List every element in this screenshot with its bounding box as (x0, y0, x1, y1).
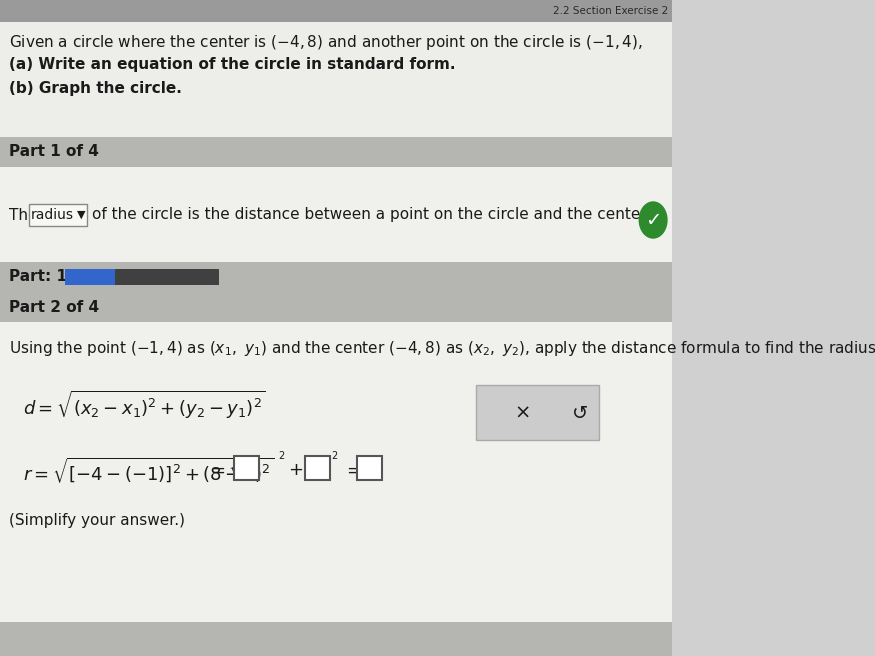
FancyBboxPatch shape (0, 137, 672, 167)
FancyBboxPatch shape (0, 22, 672, 137)
Circle shape (640, 202, 667, 238)
Text: of the circle is the distance between a point on the circle and the center.: of the circle is the distance between a … (92, 207, 650, 222)
FancyBboxPatch shape (357, 456, 382, 480)
Text: ▼: ▼ (77, 210, 86, 220)
FancyBboxPatch shape (0, 262, 672, 292)
Text: $= \sqrt{\ }$: $= \sqrt{\ }$ (207, 461, 254, 480)
Text: ↺: ↺ (572, 403, 588, 422)
FancyBboxPatch shape (234, 456, 259, 480)
Text: ✓: ✓ (645, 211, 662, 230)
Text: Part: 1 / 4: Part: 1 / 4 (10, 270, 94, 285)
Text: Part 1 of 4: Part 1 of 4 (10, 144, 99, 159)
Text: $^2$: $^2$ (278, 451, 285, 465)
Text: 2.2 Section Exercise 2: 2.2 Section Exercise 2 (553, 6, 668, 16)
Text: $r = \sqrt{[-4-(-1)]^2+(8-4)^2}$: $r = \sqrt{[-4-(-1)]^2+(8-4)^2}$ (23, 455, 275, 485)
FancyBboxPatch shape (0, 22, 672, 656)
FancyBboxPatch shape (0, 167, 672, 262)
Text: $^2$: $^2$ (331, 451, 339, 465)
Text: Given a circle where the center is $(-4, 8)$ and another point on the circle is : Given a circle where the center is $(-4,… (10, 33, 643, 52)
Text: Part 2 of 4: Part 2 of 4 (10, 300, 100, 314)
Text: (b) Graph the circle.: (b) Graph the circle. (10, 81, 182, 96)
Text: ×: × (514, 403, 530, 422)
FancyBboxPatch shape (29, 204, 87, 226)
FancyBboxPatch shape (305, 456, 330, 480)
Text: Using the point $(-1, 4)$ as $(x_1,\ y_1)$ and the center $(-4, 8)$ as $(x_2,\ y: Using the point $(-1, 4)$ as $(x_1,\ y_1… (10, 338, 875, 358)
FancyBboxPatch shape (0, 322, 672, 622)
FancyBboxPatch shape (476, 385, 599, 440)
FancyBboxPatch shape (0, 292, 672, 322)
FancyBboxPatch shape (66, 269, 219, 285)
FancyBboxPatch shape (0, 622, 672, 656)
FancyBboxPatch shape (0, 0, 672, 22)
Text: The: The (10, 207, 38, 222)
Text: (a) Write an equation of the circle in standard form.: (a) Write an equation of the circle in s… (10, 58, 456, 73)
Text: $d = \sqrt{(x_2-x_1)^2 + (y_2-y_1)^2}$: $d = \sqrt{(x_2-x_1)^2 + (y_2-y_1)^2}$ (23, 389, 266, 421)
Text: $+$: $+$ (288, 461, 304, 479)
FancyBboxPatch shape (66, 269, 116, 285)
Text: (Simplify your answer.): (Simplify your answer.) (10, 512, 186, 527)
Text: radius: radius (31, 208, 74, 222)
Text: $=$: $=$ (344, 461, 362, 479)
